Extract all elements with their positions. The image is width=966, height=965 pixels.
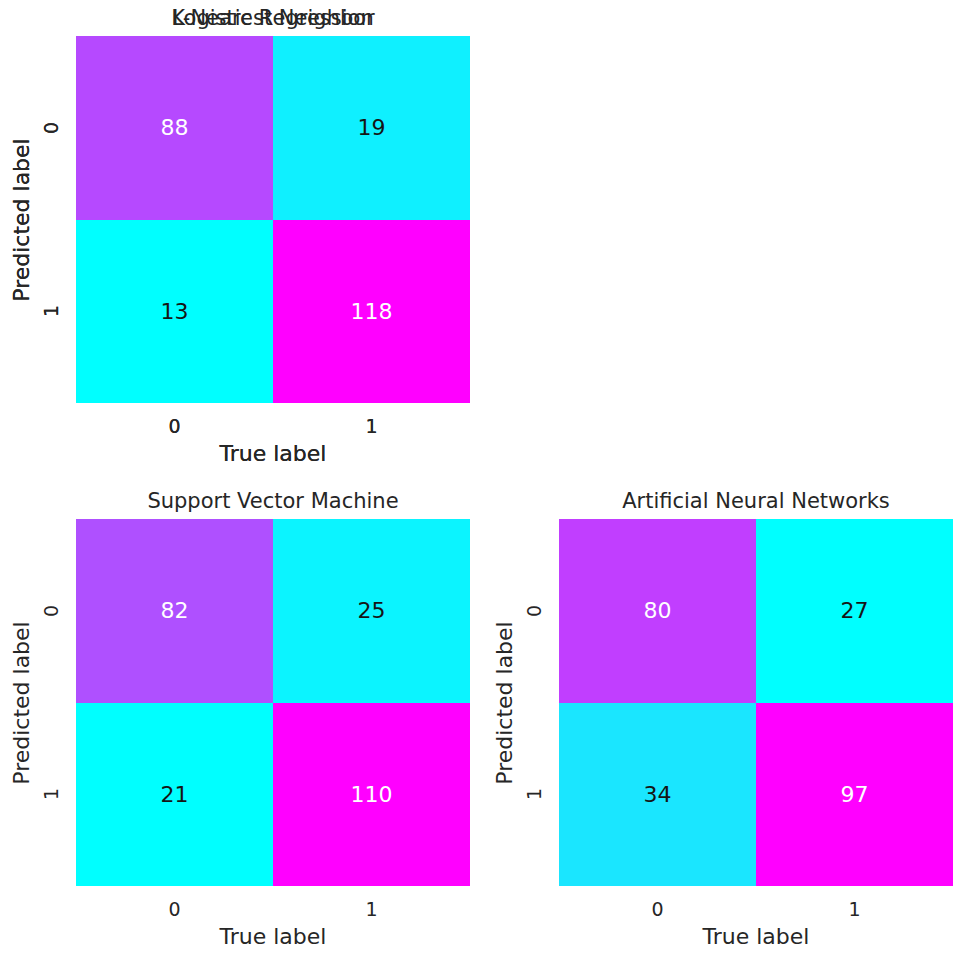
matrix-cell-pred0-true0: 80: [559, 519, 756, 703]
y-tick-label-0: 0: [522, 596, 546, 626]
y-tick-label-0: 0: [39, 596, 63, 626]
matrix-cell-pred1-true1: 110: [273, 703, 470, 887]
y-axis-label: Predicted label: [492, 520, 518, 887]
x-tick-label-0: 0: [76, 898, 273, 920]
x-tick-label-0: 0: [76, 415, 273, 437]
matrix-cell-pred1-true0: 34: [559, 703, 756, 887]
confusion-matrix-grid: 80 27 34 97: [559, 519, 953, 886]
subplot-title: Support Vector Machine: [76, 489, 470, 513]
matrix-cell-pred0-true1: 19: [273, 36, 470, 220]
confusion-matrix-grid: 82 25 21 110: [76, 519, 470, 886]
matrix-cell-pred1-true1: 118: [273, 220, 470, 404]
matrix-cell-pred1-true1: 97: [756, 703, 953, 887]
matrix-cell-pred0-true1: 27: [756, 519, 953, 703]
confusion-matrix-grid: 88 19 13 118: [76, 36, 470, 403]
x-axis-label: True label: [559, 924, 953, 949]
x-tick-label-1: 1: [273, 415, 470, 437]
x-tick-label-1: 1: [273, 898, 470, 920]
subplot-artificial-neural-networks: Artificial Neural Networks Predicted lab…: [483, 483, 966, 965]
x-axis-label: True label: [76, 441, 470, 466]
x-tick-label-1: 1: [756, 898, 953, 920]
subplot-title: Artificial Neural Networks: [559, 489, 953, 513]
y-axis-label: Predicted label: [9, 37, 35, 404]
y-tick-label-0: 0: [39, 113, 63, 143]
x-tick-label-0: 0: [559, 898, 756, 920]
matrix-cell-pred0-true0: 82: [76, 519, 273, 703]
y-tick-label-1: 1: [39, 779, 63, 809]
y-tick-label-1: 1: [522, 779, 546, 809]
matrix-cell-pred0-true0: 88: [76, 36, 273, 220]
subplot-title: K-Nearest Neighbor: [76, 6, 470, 30]
y-tick-label-1: 1: [39, 296, 63, 326]
matrix-cell-pred0-true1: 25: [273, 519, 470, 703]
matrix-cell-pred1-true0: 13: [76, 220, 273, 404]
matrix-cell-pred1-true0: 21: [76, 703, 273, 887]
subplot-support-vector-machine: Support Vector Machine Predicted label 0…: [0, 483, 483, 965]
x-axis-label: True label: [76, 924, 470, 949]
y-axis-label: Predicted label: [9, 520, 35, 887]
subplot-k-nearest-neighbor: K-Nearest Neighbor Predicted label 0 1 8…: [0, 0, 483, 482]
